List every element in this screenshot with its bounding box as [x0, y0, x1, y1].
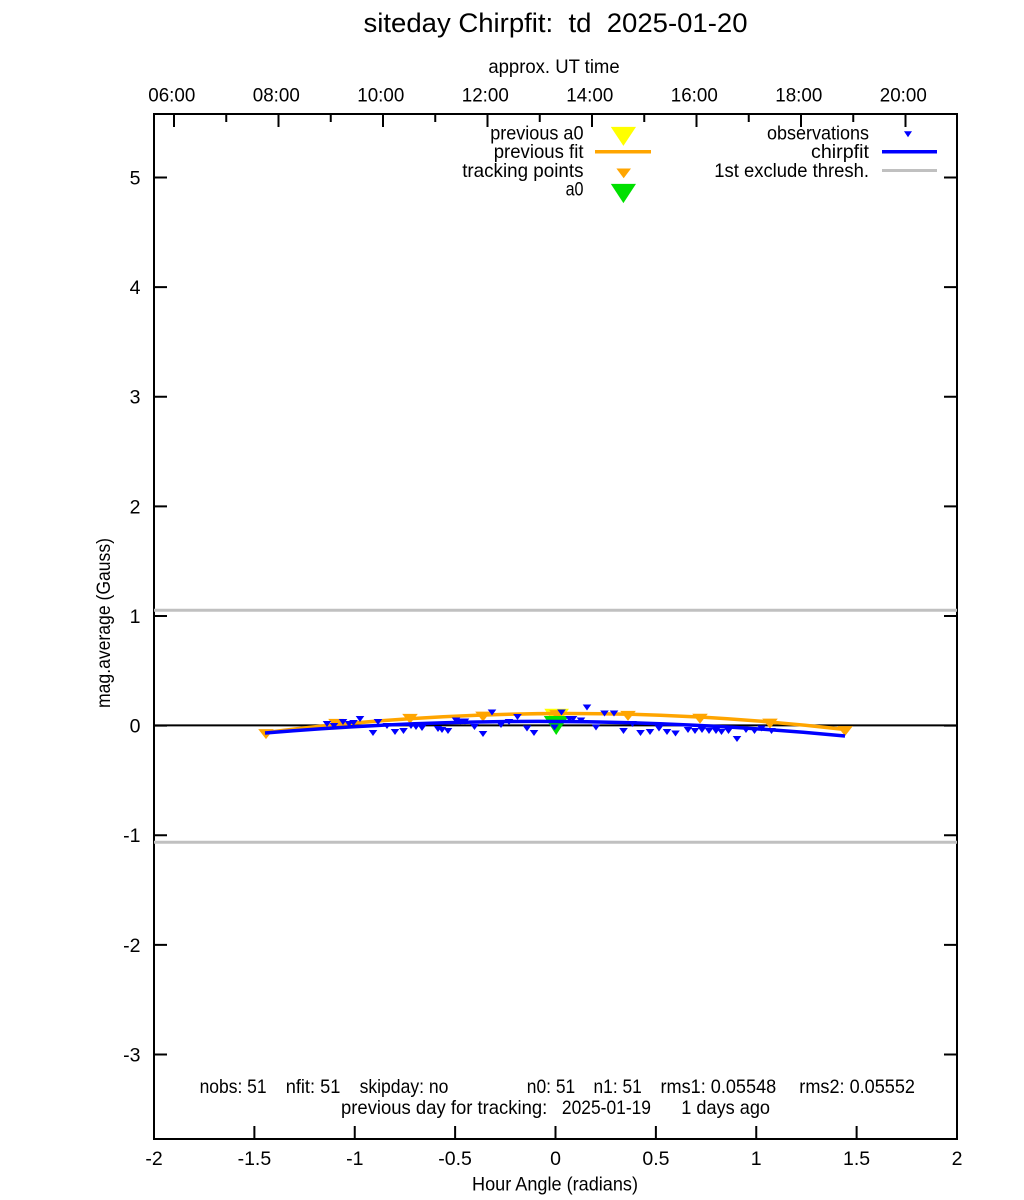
svg-text:observations: observations	[767, 123, 869, 145]
svg-text:nfit: 51: nfit: 51	[286, 1076, 341, 1098]
svg-text:06:00: 06:00	[148, 85, 195, 107]
svg-text:-1: -1	[123, 825, 140, 847]
svg-text:mag.average (Gauss): mag.average (Gauss)	[93, 538, 115, 708]
svg-text:1: 1	[751, 1148, 762, 1170]
svg-text:5: 5	[130, 168, 141, 190]
svg-text:0.5: 0.5	[642, 1148, 669, 1170]
svg-text:0: 0	[550, 1148, 561, 1170]
svg-text:siteday Chirpfit: td 2025-01: siteday Chirpfit: td 2025-01-20	[364, 8, 748, 38]
svg-text:1: 1	[130, 606, 141, 628]
svg-text:16:00: 16:00	[671, 85, 718, 107]
svg-text:20:00: 20:00	[880, 85, 927, 107]
svg-text:-0.5: -0.5	[438, 1148, 472, 1170]
svg-text:nobs: 51: nobs: 51	[200, 1076, 267, 1098]
svg-text:n1: 51: n1: 51	[594, 1076, 642, 1098]
svg-text:-2: -2	[145, 1148, 162, 1170]
svg-text:12:00: 12:00	[462, 85, 509, 107]
svg-text:previous fit: previous fit	[494, 141, 584, 163]
svg-text:n0: 51: n0: 51	[527, 1076, 575, 1098]
svg-text:0: 0	[130, 716, 141, 738]
svg-text:chirpfit: chirpfit	[811, 141, 870, 163]
svg-text:-2: -2	[123, 935, 140, 957]
svg-text:18:00: 18:00	[775, 85, 822, 107]
svg-text:previous a0: previous a0	[490, 123, 583, 145]
svg-text:2025-01-19: 2025-01-19	[562, 1097, 651, 1119]
svg-text:2: 2	[130, 496, 141, 518]
svg-text:rms2: 0.05552: rms2: 0.05552	[799, 1076, 915, 1098]
svg-text:approx. UT time: approx. UT time	[488, 56, 619, 78]
svg-text:rms1: 0.05548: rms1: 0.05548	[661, 1076, 777, 1098]
svg-text:4: 4	[130, 277, 141, 299]
svg-text:-1: -1	[346, 1148, 363, 1170]
svg-text:1st exclude thresh.: 1st exclude thresh.	[714, 160, 869, 182]
svg-text:previous day for tracking:: previous day for tracking:	[341, 1097, 547, 1119]
svg-text:3: 3	[130, 387, 141, 409]
svg-text:1.5: 1.5	[843, 1148, 870, 1170]
svg-text:-1.5: -1.5	[238, 1148, 272, 1170]
svg-text:2: 2	[952, 1148, 963, 1170]
svg-text:Hour Angle (radians): Hour Angle (radians)	[472, 1174, 638, 1196]
svg-text:10:00: 10:00	[357, 85, 404, 107]
svg-text:-3: -3	[123, 1045, 140, 1067]
svg-text:14:00: 14:00	[566, 85, 613, 107]
svg-text:a0: a0	[566, 179, 584, 201]
svg-text:1 days ago: 1 days ago	[681, 1097, 770, 1119]
svg-text:08:00: 08:00	[253, 85, 300, 107]
svg-text:tracking points: tracking points	[462, 160, 584, 182]
svg-text:skipday: no: skipday: no	[360, 1076, 449, 1098]
